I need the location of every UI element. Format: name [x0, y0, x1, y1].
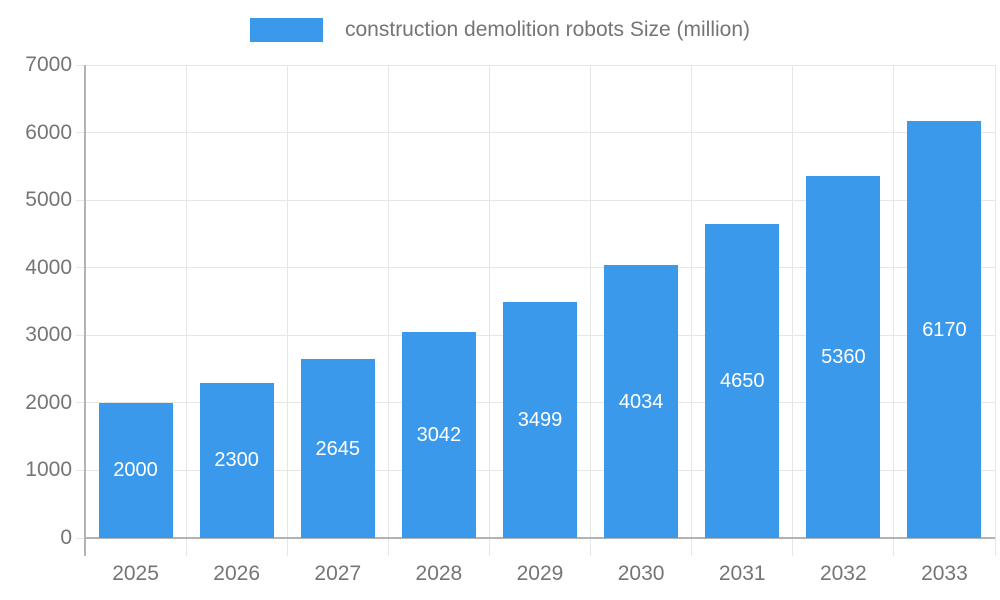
x-axis-label: 2026 [213, 562, 261, 585]
y-gridline [76, 64, 995, 66]
bar-value-label: 2300 [214, 449, 259, 472]
y-axis-label: 3000 [25, 323, 72, 347]
bar-value-label: 5360 [821, 345, 866, 368]
bar-value-label: 3042 [416, 424, 462, 447]
x-gridline [691, 65, 693, 556]
x-gridline [994, 65, 996, 556]
x-axis-label: 2032 [819, 562, 867, 585]
y-axis-label: 0 [60, 526, 72, 549]
bar [806, 175, 881, 538]
bar [401, 332, 476, 538]
y-axis-label: 4000 [25, 255, 72, 279]
x-axis-label: 2027 [314, 562, 362, 585]
bar-value-label: 2645 [315, 437, 361, 460]
bar [199, 382, 274, 538]
x-gridline [893, 65, 895, 556]
bar [907, 121, 982, 538]
bar [705, 223, 780, 538]
bar [300, 359, 375, 538]
x-axis-label: 2031 [718, 562, 766, 585]
y-axis-label: 6000 [25, 120, 72, 144]
bar-value-label: 3499 [517, 408, 563, 431]
x-gridline [792, 65, 794, 556]
y-axis-line [84, 65, 86, 556]
x-gridline [387, 65, 389, 556]
bar [503, 301, 577, 538]
x-axis-label: 2028 [415, 562, 463, 585]
x-gridline [185, 65, 187, 556]
x-axis-label: 2030 [617, 562, 665, 585]
y-axis-label: 5000 [25, 188, 72, 212]
y-gridline [76, 199, 995, 201]
y-gridline [76, 267, 995, 269]
x-gridline [488, 65, 490, 556]
y-axis-label: 2000 [25, 390, 72, 414]
x-axis-label: 2029 [516, 562, 564, 585]
bar-value-label: 4650 [719, 369, 765, 392]
legend[interactable]: construction demolition robots Size (mil… [0, 18, 1000, 42]
x-gridline [286, 65, 288, 556]
bar [98, 402, 173, 538]
x-gridline [590, 65, 592, 556]
legend-swatch [250, 18, 323, 42]
y-axis-label: 7000 [25, 53, 72, 76]
bar-value-label: 6170 [922, 318, 967, 341]
bar [604, 265, 679, 538]
y-gridline [76, 132, 995, 134]
y-axis-label: 1000 [25, 458, 72, 482]
x-axis-label: 2033 [921, 562, 968, 585]
legend-label: construction demolition robots Size (mil… [345, 18, 750, 41]
x-axis-label: 2025 [112, 562, 159, 585]
bar-value-label: 4034 [618, 390, 664, 413]
x-axis-line [85, 537, 995, 539]
bar-value-label: 2000 [113, 459, 158, 482]
